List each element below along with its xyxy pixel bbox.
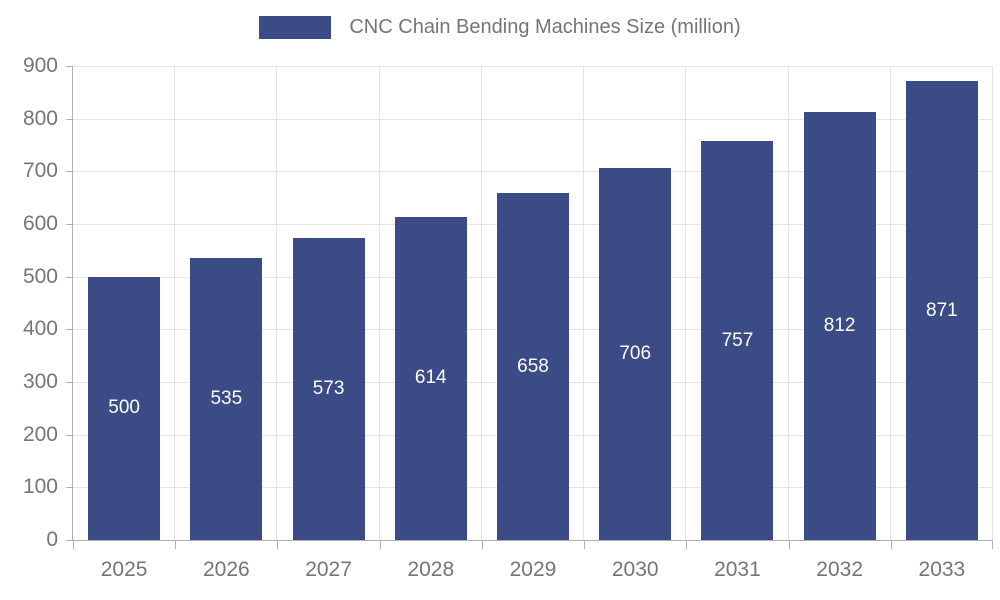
x-axis-tick-label: 2026 — [202, 558, 250, 581]
x-axis-tick-label: 2033 — [918, 558, 966, 581]
x-tick — [379, 541, 381, 549]
x-tick — [992, 541, 993, 549]
x-axis-tick-label: 2027 — [305, 558, 352, 581]
h-gridline — [73, 118, 993, 120]
chart-legend: CNC Chain Bending Machines Size (million… — [0, 16, 1000, 39]
y-axis-tick-label: 0 — [46, 528, 58, 551]
x-tick — [788, 541, 790, 549]
v-gridline — [378, 66, 380, 540]
y-axis-tick-label: 900 — [22, 54, 58, 77]
plot-area: 500 535 573 614 658 706 757 812 871 — [73, 66, 993, 540]
y-tick — [66, 540, 73, 541]
x-axis-tick-label: 2029 — [509, 558, 557, 581]
x-axis-tick-label: 2025 — [100, 558, 148, 581]
bar-value-label: 706 — [619, 343, 652, 365]
y-axis-tick-label: 200 — [22, 422, 58, 446]
bar-2027: 573 — [292, 238, 365, 540]
y-tick — [66, 276, 73, 278]
bar-value-label: 757 — [721, 329, 754, 351]
h-gridline — [73, 171, 993, 173]
y-axis-tick-label: 700 — [22, 159, 58, 183]
y-tick — [66, 487, 73, 489]
v-gridline — [276, 66, 278, 540]
x-axis-tick-label: 2030 — [611, 558, 659, 581]
x-tick — [890, 541, 892, 549]
bar-value-label: 500 — [108, 397, 140, 419]
v-gridline — [174, 66, 176, 540]
x-tick — [73, 541, 74, 549]
y-tick — [66, 382, 73, 383]
x-axis-tick-label: 2031 — [714, 558, 761, 581]
y-tick — [66, 224, 73, 225]
bar-value-label: 535 — [210, 388, 243, 410]
v-gridline — [685, 66, 687, 540]
bar-2031: 757 — [701, 141, 774, 540]
v-gridline — [992, 66, 993, 540]
x-tick — [175, 541, 177, 549]
x-tick — [481, 541, 483, 549]
y-tick — [66, 118, 73, 120]
bar-value-label: 658 — [517, 355, 549, 377]
bar-value-label: 614 — [414, 367, 447, 389]
bar-2030: 706 — [599, 168, 672, 540]
x-tick — [277, 541, 279, 549]
y-axis-tick-label: 500 — [22, 264, 58, 288]
legend-label: CNC Chain Bending Machines Size (million… — [349, 16, 741, 38]
bar-value-label: 871 — [926, 299, 958, 321]
x-axis-tick-label: 2032 — [816, 558, 864, 581]
bar-2029: 658 — [497, 193, 569, 540]
h-gridline — [73, 66, 993, 67]
y-axis-tick-label: 800 — [22, 106, 58, 130]
x-axis-line — [72, 540, 993, 541]
y-tick — [66, 171, 73, 173]
v-gridline — [787, 66, 789, 540]
y-axis-tick-label: 400 — [22, 317, 58, 341]
x-axis-tick-label: 2028 — [407, 558, 455, 581]
bar-2032: 812 — [803, 112, 876, 540]
y-tick — [66, 329, 73, 331]
y-axis-tick-label: 600 — [22, 212, 58, 235]
v-gridline — [583, 66, 585, 540]
bar-2026: 535 — [190, 258, 263, 540]
bar-value-label: 812 — [823, 315, 856, 337]
v-gridline — [889, 66, 891, 540]
x-tick — [686, 541, 688, 549]
y-tick — [66, 66, 73, 67]
bar-2028: 614 — [394, 216, 467, 540]
v-gridline — [480, 66, 482, 540]
y-axis-line — [72, 66, 73, 541]
bar-2025: 500 — [88, 276, 161, 540]
y-axis-tick-label: 300 — [22, 370, 58, 393]
y-tick — [66, 434, 73, 436]
bar-2033: 871 — [905, 81, 978, 540]
x-tick — [584, 541, 586, 549]
legend-swatch — [259, 16, 332, 39]
bar-value-label: 573 — [312, 378, 345, 400]
y-axis-tick-label: 100 — [22, 475, 58, 499]
